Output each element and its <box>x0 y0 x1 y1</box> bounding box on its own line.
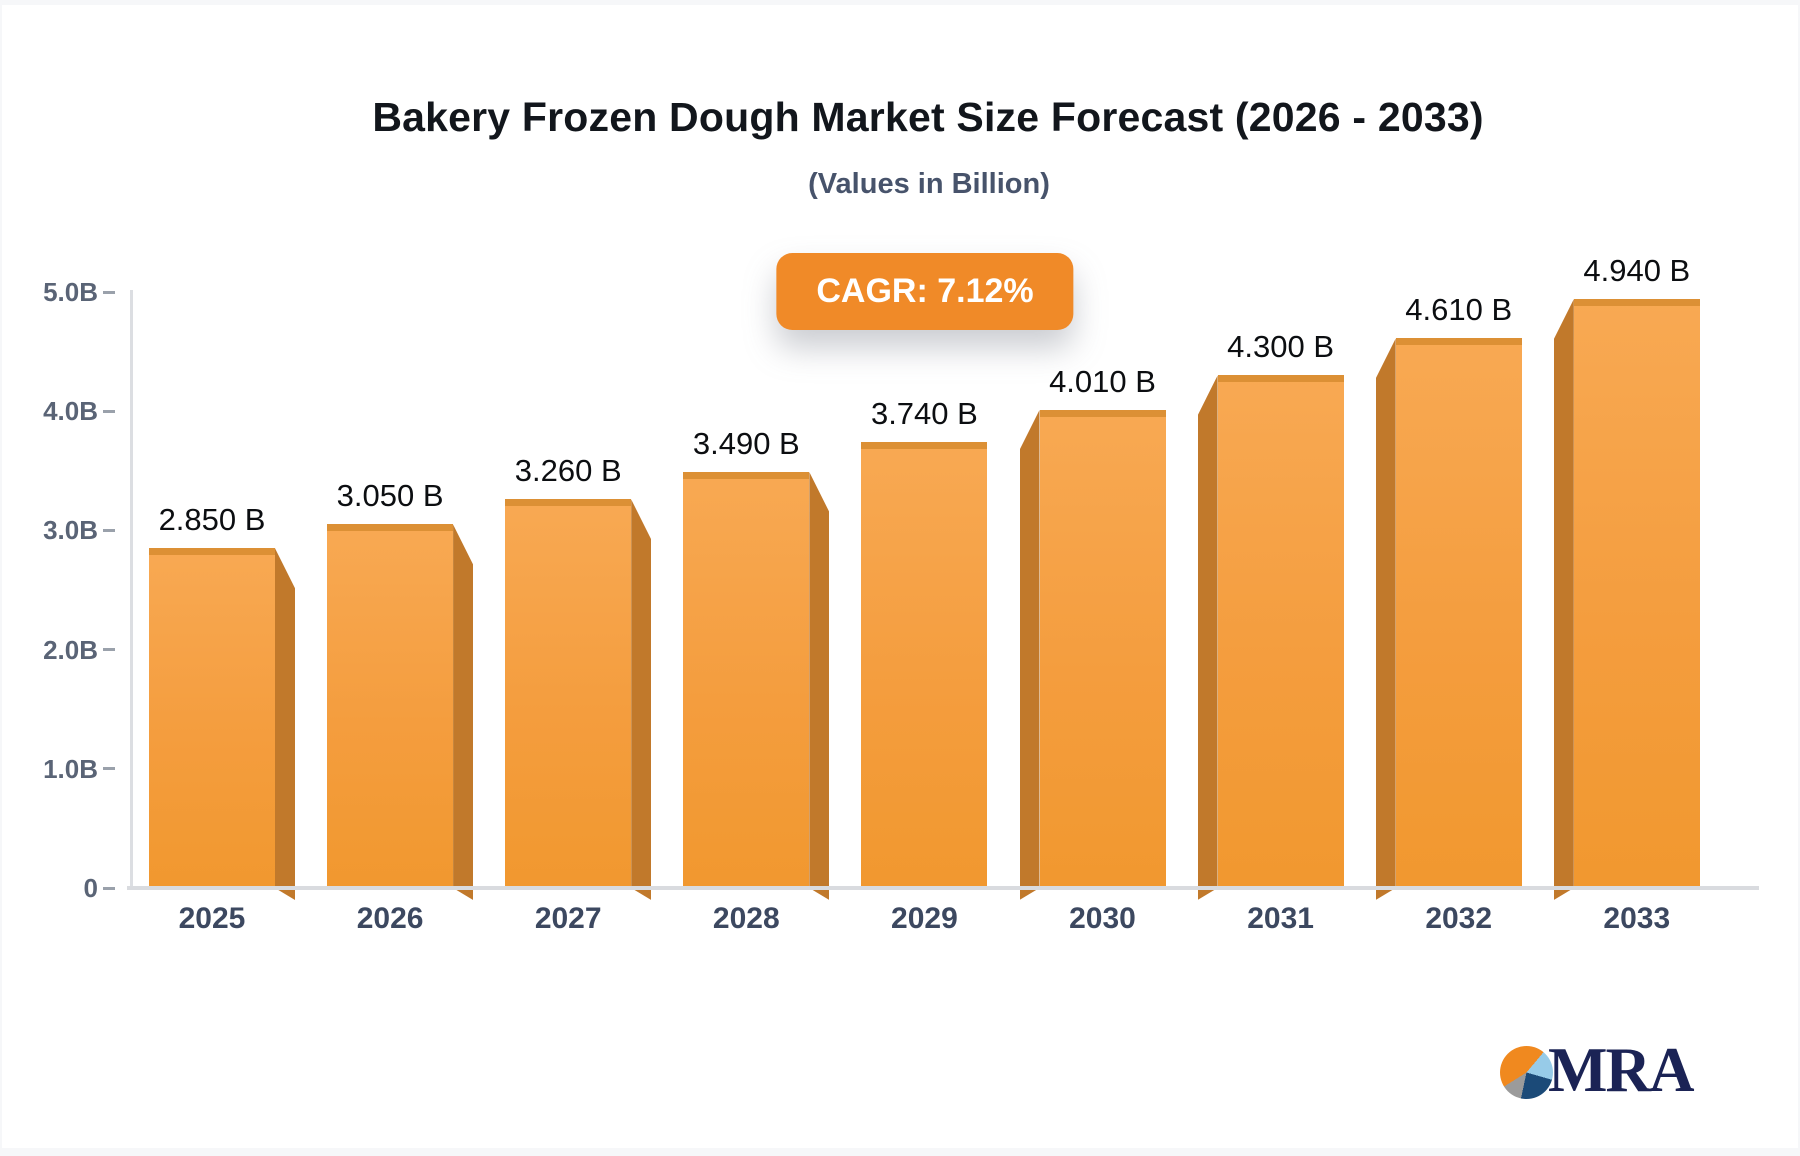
y-tick-label: 2.0B <box>43 634 98 665</box>
y-tick-mark <box>103 409 115 413</box>
bar-side-face <box>275 548 295 900</box>
bar <box>1395 338 1522 888</box>
bar-top-face <box>861 442 988 450</box>
bar-side-face <box>1376 338 1396 900</box>
brand-wordmark: MRA <box>1548 1035 1694 1105</box>
bar-side-face <box>453 524 473 900</box>
x-axis-label: 2031 <box>1247 902 1314 935</box>
x-axis-label: 2025 <box>178 902 246 935</box>
y-tick-mark <box>103 886 115 890</box>
bar-top-face <box>327 524 454 532</box>
y-tick-label: 4.0B <box>43 396 98 427</box>
chart-subtitle: (Values in Billion) <box>808 168 1050 200</box>
y-tick-label: 1.0B <box>43 753 98 784</box>
bar <box>327 524 454 888</box>
cagr-badge: CAGR: 7.12% <box>776 253 1074 330</box>
y-tick-mark <box>103 528 115 532</box>
bar <box>1217 375 1344 888</box>
bar-top-face <box>683 471 810 479</box>
x-axis-label: 2029 <box>891 902 958 935</box>
bar-value-label: 3.740 B <box>870 396 978 432</box>
bar-side-face <box>809 472 829 900</box>
bar-top-face <box>505 499 632 507</box>
bar-top-face <box>1573 299 1700 307</box>
x-axis-label: 2033 <box>1603 902 1671 935</box>
y-tick-label: 0 <box>83 873 98 903</box>
pie-chart-icon <box>1500 1046 1553 1099</box>
y-tick-mark <box>103 290 115 294</box>
bar-value-label: 4.610 B <box>1405 292 1513 328</box>
x-axis-label: 2030 <box>1069 902 1136 935</box>
bar-value-label: 3.050 B <box>336 478 444 514</box>
bar-top-face <box>1395 338 1522 346</box>
x-axis-label: 2027 <box>534 902 602 935</box>
bar-value-label: 3.260 B <box>514 453 622 489</box>
bar-side-face <box>1198 375 1218 900</box>
brand-logo: MRA <box>1500 1035 1730 1105</box>
bar-top-face <box>149 548 275 556</box>
bar-value-label: 4.940 B <box>1583 253 1691 289</box>
x-axis-line <box>127 886 1759 890</box>
bar-value-label: 4.300 B <box>1227 329 1335 365</box>
bar-side-face <box>1020 410 1040 900</box>
y-axis-line <box>130 290 133 888</box>
bar <box>683 471 810 888</box>
x-axis-label: 2028 <box>712 902 780 935</box>
y-tick-label: 5.0B <box>43 277 98 307</box>
bar-value-label: 2.850 B <box>158 502 266 538</box>
y-tick-label: 3.0B <box>43 515 98 546</box>
x-axis-label: 2032 <box>1425 902 1493 935</box>
chart-title: Bakery Frozen Dough Market Size Forecast… <box>372 94 1484 140</box>
x-axis-label: 2026 <box>356 902 424 935</box>
bar <box>505 499 632 888</box>
bar-value-label: 3.490 B <box>692 425 800 461</box>
bar-top-face <box>1039 410 1166 417</box>
bar-side-face <box>631 499 651 900</box>
bar <box>1039 410 1166 888</box>
bar-top-face <box>1217 375 1344 383</box>
bar-side-face <box>1554 299 1574 900</box>
y-tick-mark <box>103 767 115 771</box>
bar-value-label: 4.010 B <box>1049 364 1156 399</box>
bar <box>861 442 988 888</box>
bar <box>1573 299 1700 888</box>
bar <box>149 548 275 888</box>
y-tick-mark <box>103 648 115 652</box>
